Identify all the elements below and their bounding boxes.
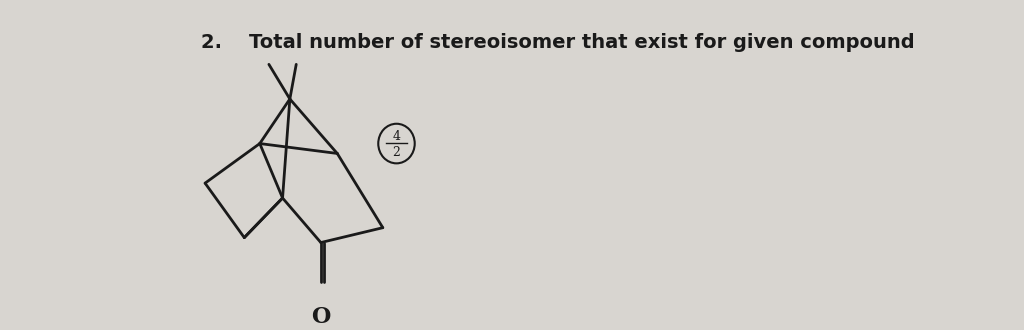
Text: 2: 2	[392, 146, 400, 159]
Text: 2.    Total number of stereoisomer that exist for given compound: 2. Total number of stereoisomer that exi…	[201, 33, 914, 52]
Text: O: O	[311, 306, 331, 328]
Text: 4: 4	[392, 130, 400, 143]
